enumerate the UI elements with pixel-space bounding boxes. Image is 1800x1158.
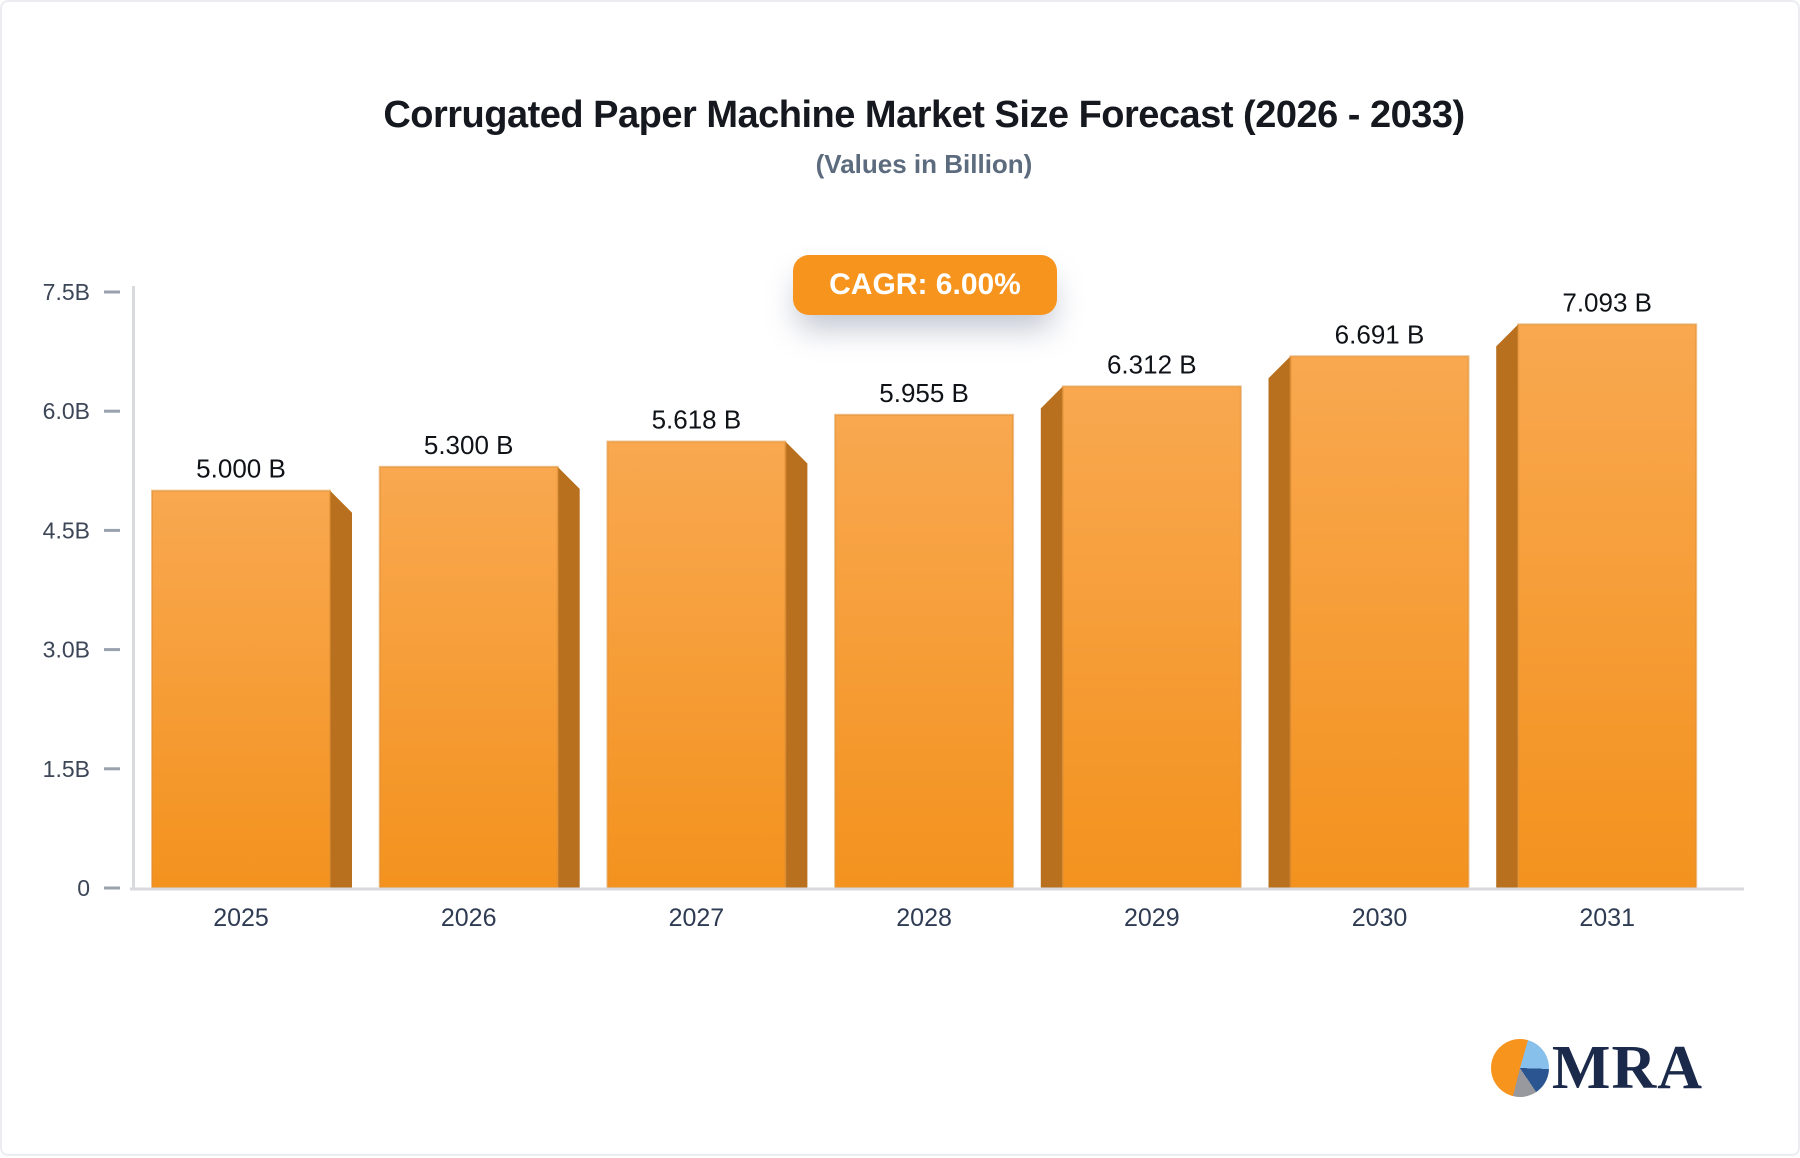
brand-logo-text: MRA — [1551, 1034, 1703, 1102]
bar-side-face — [785, 441, 808, 888]
pie-chart-icon — [1490, 1039, 1549, 1097]
x-category-label: 2031 — [1579, 904, 1635, 932]
bar-value-label: 5.000 B — [196, 454, 286, 484]
y-tick-label: 6.0B — [43, 398, 90, 424]
x-category-label: 2026 — [441, 904, 497, 932]
bar-value-label: 5.955 B — [879, 378, 969, 408]
bar-side-face — [330, 490, 352, 888]
x-category-label: 2029 — [1124, 904, 1180, 932]
x-category-label: 2028 — [896, 904, 952, 932]
brand-logo: MRA — [1490, 1034, 1703, 1102]
bar-side-face — [557, 466, 580, 888]
chart-title: Corrugated Paper Machine Market Size For… — [383, 94, 1465, 136]
bar-face — [1289, 355, 1470, 890]
bar-value-label: 6.312 B — [1107, 349, 1197, 379]
chart-subtitle: (Values in Billion) — [815, 149, 1033, 179]
bar-face — [1517, 323, 1698, 889]
x-category-label: 2027 — [669, 904, 725, 932]
bar-face — [1061, 385, 1242, 889]
bar-value-label: 7.093 B — [1562, 287, 1652, 317]
chart-header: Corrugated Paper Machine Market Size For… — [50, 94, 1798, 180]
y-tick-label: 0 — [77, 875, 90, 901]
bar-face — [378, 465, 559, 889]
x-category-label: 2030 — [1352, 904, 1408, 932]
bar-side-face — [1268, 356, 1291, 888]
bar-value-label: 5.618 B — [652, 405, 742, 435]
bar-face — [151, 489, 331, 889]
bar-side-face — [1496, 324, 1519, 889]
y-tick-label: 4.5B — [43, 517, 90, 543]
bar-side-face — [1040, 386, 1063, 888]
cagr-badge-row: CAGR: 6.00% — [52, 255, 1798, 315]
bar-face — [606, 440, 787, 889]
cagr-badge-label: CAGR: 6.00% — [829, 268, 1021, 301]
bar-value-label: 5.300 B — [424, 430, 514, 460]
cagr-badge: CAGR: 6.00% — [793, 255, 1057, 315]
bar-value-label: 6.691 B — [1335, 319, 1425, 349]
y-tick-label: 7.5B — [43, 279, 90, 305]
y-tick-label: 1.5B — [43, 756, 90, 782]
bar-face — [834, 413, 1015, 889]
y-tick-label: 3.0B — [43, 637, 90, 663]
x-category-label: 2025 — [213, 904, 269, 932]
